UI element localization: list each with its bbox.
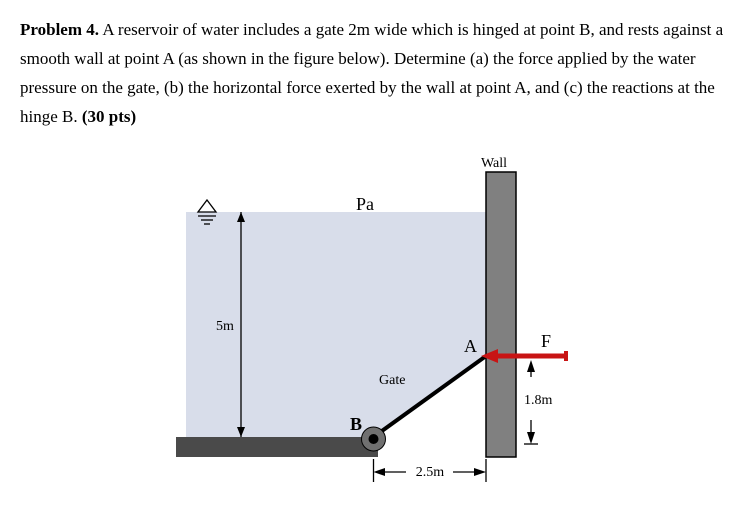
problem-title: Problem 4. (20, 20, 99, 39)
b-label: B (350, 414, 362, 434)
dim-2p5m-label: 2.5m (416, 465, 445, 480)
dim-2p5m: 2.5m (374, 459, 487, 482)
dim-1p8m: 1.8m (524, 360, 553, 444)
problem-points: (30 pts) (82, 107, 136, 126)
a-label: A (464, 336, 477, 356)
gate-label: Gate (379, 373, 405, 388)
hinge-inner (369, 434, 379, 444)
base-slab (176, 437, 378, 457)
f-label: F (541, 331, 551, 351)
wall-label: Wall (481, 156, 507, 171)
pa-label: Pa (356, 194, 374, 214)
dim-5m-label: 5m (216, 319, 234, 334)
diagram-container: 5m Pa Wall A F 1.8m Gate B 2.5m (20, 152, 732, 492)
dim-1p8m-label: 1.8m (524, 393, 553, 408)
problem-text: Problem 4. A reservoir of water includes… (20, 16, 732, 132)
reservoir-diagram: 5m Pa Wall A F 1.8m Gate B 2.5m (146, 152, 606, 492)
force-f-arrow (481, 349, 566, 363)
wall-rect (486, 172, 516, 457)
